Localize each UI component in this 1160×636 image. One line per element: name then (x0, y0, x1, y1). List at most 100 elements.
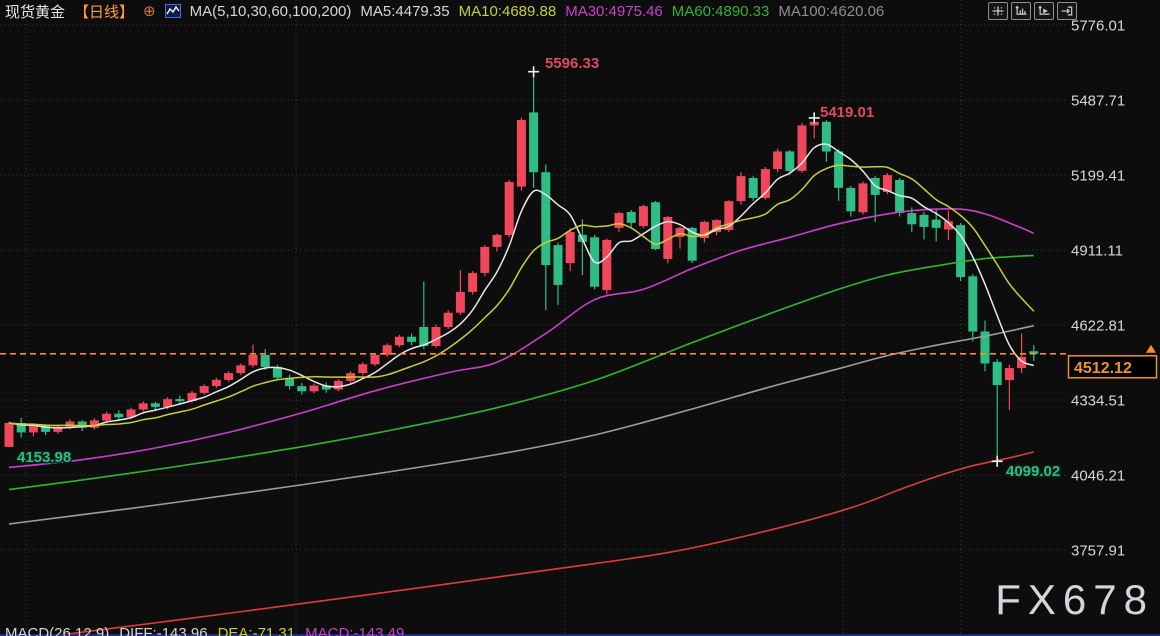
candle-body (626, 212, 636, 223)
fx678-watermark: FX678 (995, 576, 1154, 623)
price-annotation: 5419.01 (820, 104, 874, 121)
ma5-line (8, 143, 1035, 429)
candle-body (199, 386, 209, 393)
candle-body (443, 312, 453, 327)
candle-body (1004, 368, 1014, 381)
candle-body (187, 392, 197, 402)
candle-body (65, 421, 75, 427)
candle-body (516, 120, 526, 187)
candle-body (126, 409, 136, 418)
candle-body (748, 178, 758, 198)
ma30-value: MA30:4975.46 (565, 2, 663, 20)
candle-body (77, 421, 87, 428)
candle-body (553, 245, 563, 285)
current-price-label-box (1067, 355, 1158, 379)
y-axis-tick-label: 4334.51 (1071, 393, 1125, 410)
y-axis-tick-label: 5199.41 (1071, 168, 1125, 185)
candle-body (968, 276, 978, 332)
chart-toolbar (988, 2, 1077, 20)
candle-body (419, 327, 429, 346)
price-annotation: 5596.33 (545, 55, 599, 72)
candle-body (480, 246, 490, 273)
candle-body (150, 403, 160, 407)
candle-body (321, 385, 331, 390)
candle-body (858, 183, 868, 213)
candle-body (492, 234, 502, 247)
candle-body (785, 151, 795, 171)
ma60-line (8, 254, 1034, 491)
extreme-cross-marker (991, 455, 1003, 467)
extreme-cross-marker (528, 66, 540, 78)
candle-body (211, 379, 221, 386)
ma10-value: MA10:4689.88 (458, 2, 557, 20)
candle-body (102, 413, 112, 421)
candle-body (687, 227, 697, 261)
exit-fullscreen-icon[interactable] (1057, 2, 1077, 20)
candle-body (980, 331, 990, 364)
ma30-line (8, 208, 1035, 469)
candle-body (309, 385, 319, 392)
candle-body (992, 361, 1002, 386)
period-label[interactable]: 【日线】 (74, 3, 135, 21)
candle-body (712, 220, 722, 233)
candle-body (236, 365, 246, 374)
candle-body (760, 169, 770, 198)
candle-body (1017, 356, 1027, 369)
ma100-value: MA100:4620.06 (778, 2, 885, 20)
chart-header: 现货黄金 【日线】 ⊕ MA(5,10,30,60,100,200) MA5:4… (5, 0, 884, 22)
macd-settings-label: MACD(26,12,9) (5, 625, 110, 636)
candle-body (724, 201, 734, 230)
y-axis-tick-label: 4911.11 (1071, 243, 1123, 260)
candle-body (821, 121, 831, 152)
y-axis-tick-label: 5776.01 (1071, 18, 1125, 35)
candle-body (565, 232, 575, 264)
candle-body (260, 354, 270, 367)
price-annotation: 4099.02 (1006, 463, 1060, 480)
axis-play-chart-icon[interactable] (1034, 2, 1054, 20)
ma60-value: MA60:4890.33 (671, 2, 770, 20)
move-icon[interactable] (988, 2, 1008, 20)
ma-settings-label: MA(5,10,30,60,100,200) (189, 2, 352, 20)
ma200-line (57, 451, 1034, 636)
candle-body (431, 327, 441, 346)
candle-body (370, 354, 380, 365)
price-up-arrow-icon (1146, 344, 1156, 353)
candle-body (699, 221, 709, 238)
candle-body (16, 423, 26, 433)
candle-body (138, 403, 148, 410)
candle-body (89, 420, 99, 428)
add-indicator-icon[interactable]: ⊕ (143, 2, 156, 20)
y-axis-tick-label: 5487.71 (1071, 93, 1125, 110)
y-axis-tick-label: 4046.21 (1071, 468, 1125, 485)
ma100-line (8, 324, 1034, 525)
candle-body (529, 112, 539, 173)
candle-body (114, 413, 124, 418)
axis-scale-chart-icon[interactable] (1011, 2, 1031, 20)
ma10-line (8, 164, 1035, 427)
chart-type-icon[interactable] (164, 4, 181, 18)
macd-header: MACD(26,12,9) DIFF:-143.96 DEA:-71.31 MA… (5, 625, 404, 636)
y-axis-tick-label: 4622.81 (1071, 318, 1125, 335)
macd-dea-value: DEA:-71.31 (217, 625, 296, 636)
candle-body (614, 213, 624, 228)
candle-body (175, 399, 185, 402)
candle-body (53, 426, 63, 432)
candle-body (4, 423, 14, 447)
candle-body (895, 180, 905, 213)
ma5-value: MA5:4479.35 (360, 2, 450, 20)
macd-diff-value: DIFF:-143.96 (119, 625, 208, 636)
candle-body (41, 425, 51, 432)
candle-body (394, 336, 404, 346)
candle-body (333, 380, 343, 390)
candle-body (882, 175, 892, 192)
candle-body (1029, 351, 1039, 354)
candle-body (468, 272, 478, 292)
candle-body (541, 172, 551, 266)
candle-body (224, 373, 234, 380)
candle-body (809, 121, 819, 126)
candle-body (943, 221, 953, 230)
candle-body (407, 336, 417, 342)
candle-body (297, 386, 307, 392)
